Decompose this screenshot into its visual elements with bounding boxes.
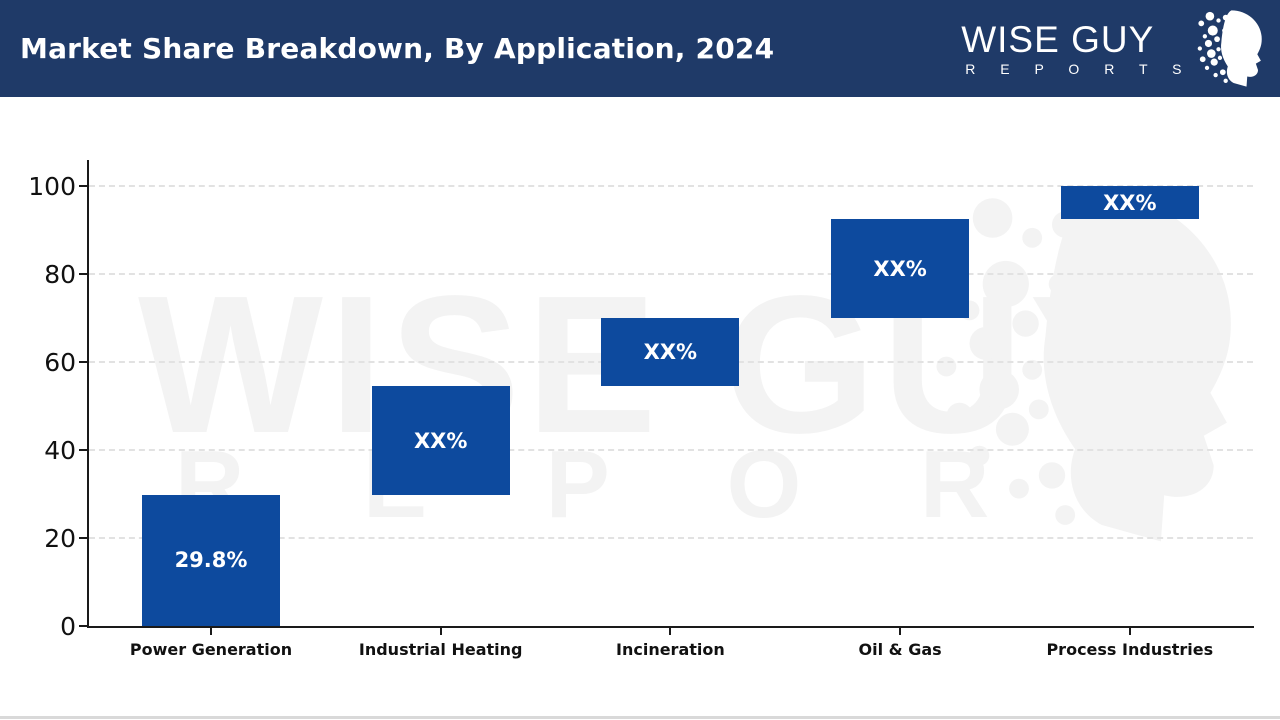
- bar-industrial-heating: XX%: [371, 386, 510, 495]
- bar-oil-gas: XX%: [831, 219, 970, 318]
- x-tick-label-oil-gas: Oil & Gas: [858, 640, 942, 659]
- y-tick-40: [79, 449, 88, 451]
- bar-value-label-industrial-heating: XX%: [413, 428, 468, 453]
- watermark-head-icon: [936, 191, 1231, 542]
- y-tick-100: [79, 185, 88, 187]
- footer-divider: [0, 716, 1280, 719]
- gridline-80: [89, 273, 1253, 275]
- x-tick-label-industrial-heating: Industrial Heating: [358, 640, 523, 659]
- x-tick-label-incineration: Incineration: [616, 640, 725, 659]
- x-tick-label-power-generation: Power Generation: [129, 640, 293, 659]
- gridline-40: [89, 449, 1253, 451]
- logo-subtitle: R E P O R T S: [965, 60, 1192, 77]
- gridline-20: [89, 537, 1253, 539]
- y-tick-label-100: 100: [28, 172, 76, 201]
- gridline-100: [89, 185, 1253, 187]
- bar-value-label-process-industries: XX%: [1103, 190, 1157, 215]
- y-tick-label-60: 60: [44, 348, 76, 377]
- wise-guy-logo: WISE GUY R E P O R T S: [961, 9, 1266, 88]
- dotted-head-logo-icon: [1197, 10, 1262, 87]
- bar-incineration: XX%: [601, 318, 740, 387]
- y-axis-line: [87, 160, 89, 628]
- bar-value-label-incineration: XX%: [643, 340, 698, 365]
- y-tick-0: [79, 625, 88, 627]
- x-tick-label-process-industries: Process Industries: [1046, 640, 1214, 659]
- x-tick-industrial-heating: [439, 628, 442, 635]
- x-tick-oil-gas: [899, 628, 902, 635]
- header-bar: Market Share Breakdown, By Application, …: [0, 0, 1280, 97]
- x-tick-incineration: [669, 628, 672, 635]
- page-title: Market Share Breakdown, By Application, …: [20, 32, 775, 65]
- x-tick-process-industries: [1128, 628, 1131, 635]
- logo-text: WISE GUY R E P O R T S: [961, 21, 1192, 77]
- watermark-subtitle: R E P O R T S: [175, 431, 1280, 538]
- bar-value-label-oil-gas: XX%: [873, 256, 927, 281]
- y-tick-label-40: 40: [44, 436, 76, 465]
- y-tick-label-20: 20: [44, 524, 76, 553]
- bar-process-industries: XX%: [1060, 186, 1199, 219]
- x-axis-line: [87, 626, 1254, 628]
- bar-power-generation: 29.8%: [142, 494, 280, 626]
- y-tick-20: [79, 537, 88, 539]
- y-tick-60: [79, 361, 88, 363]
- bar-value-label-power-generation: 29.8%: [174, 548, 248, 573]
- logo-wordmark: WISE GUY: [961, 18, 1155, 60]
- x-tick-power-generation: [210, 628, 212, 635]
- y-tick-label-0: 0: [60, 612, 76, 641]
- y-tick-label-80: 80: [44, 260, 76, 289]
- y-tick-80: [79, 273, 88, 275]
